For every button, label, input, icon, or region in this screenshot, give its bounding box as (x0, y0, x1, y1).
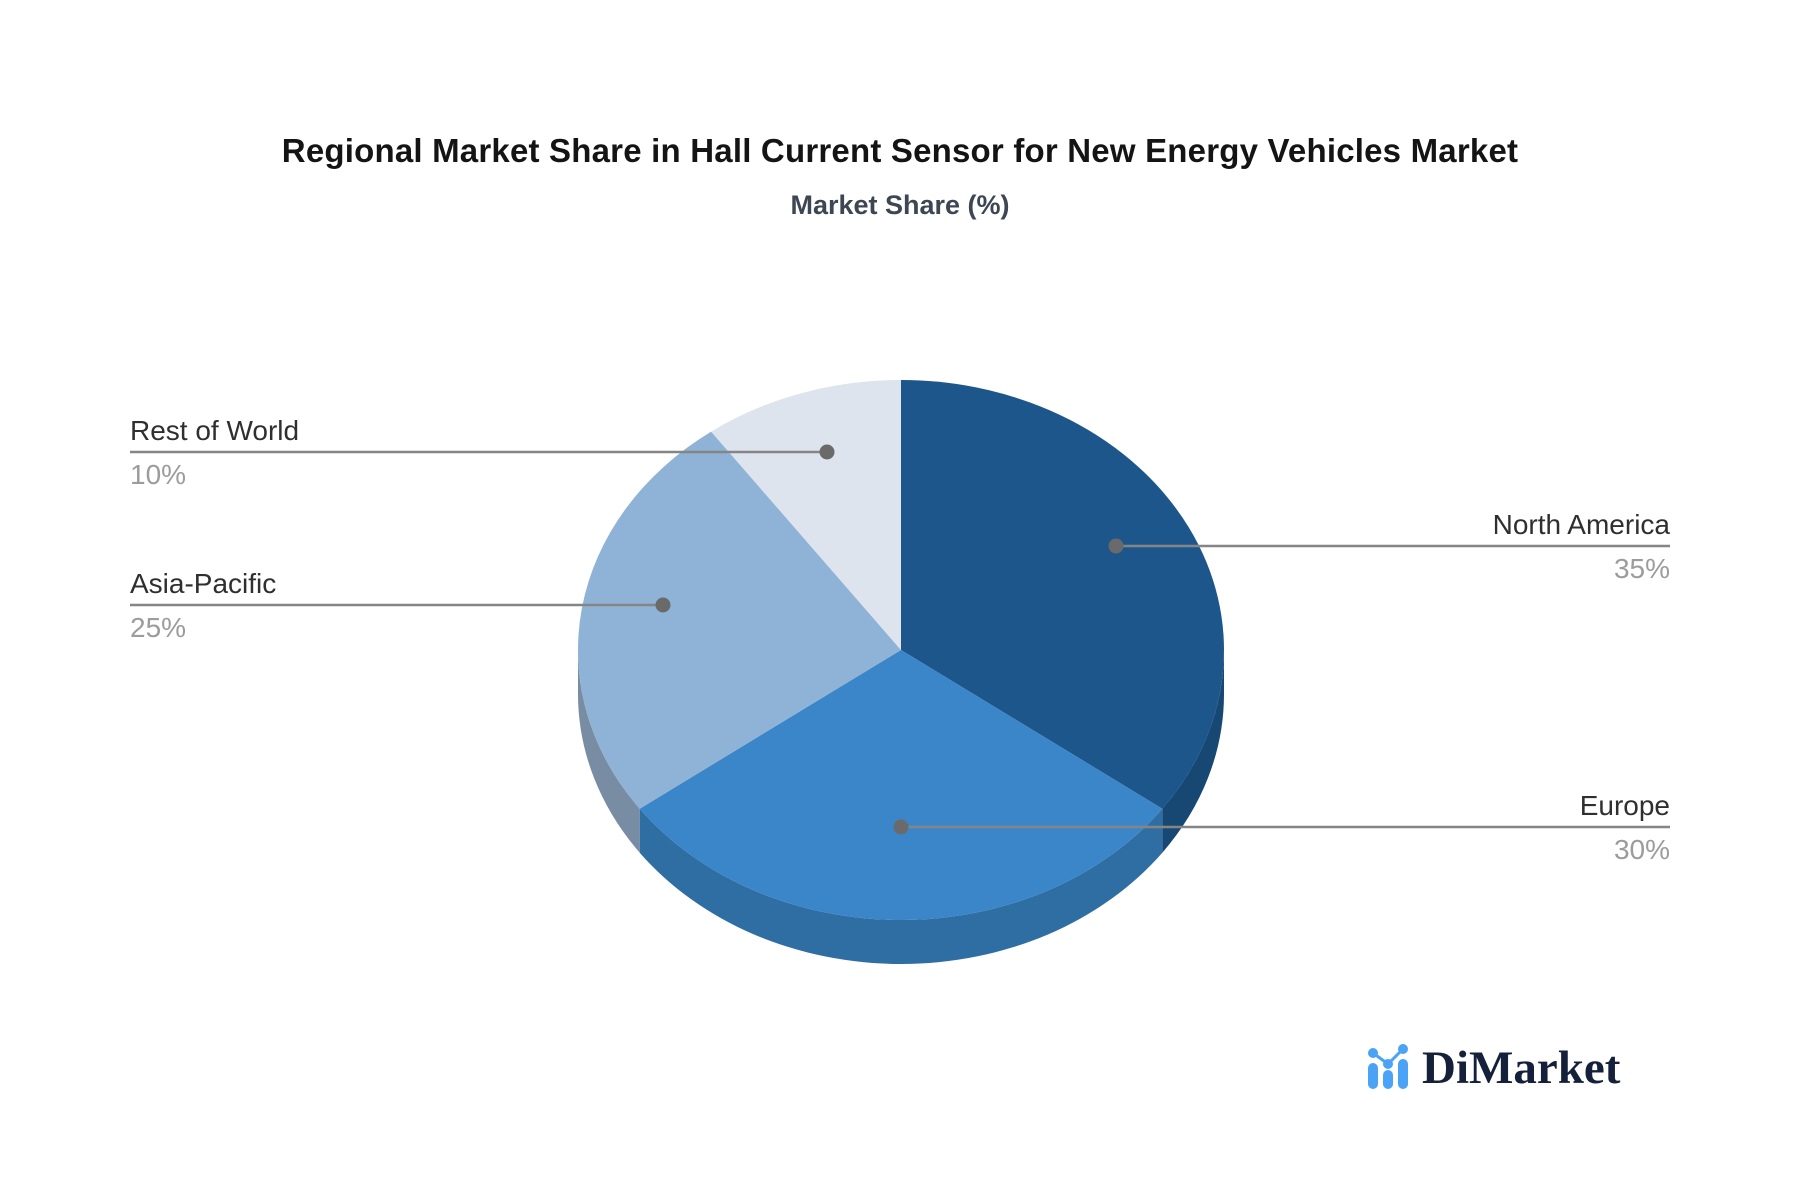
logo-bar-1 (1368, 1063, 1378, 1089)
pie-slice-rest-of-world (711, 380, 901, 650)
slice-value-rest-of-world: 10% (130, 459, 187, 490)
pie-slice-north-america (901, 380, 1224, 809)
pie-slice-wall-north-america (1162, 650, 1224, 853)
slice-value-asia-pacific: 25% (130, 612, 187, 643)
pie-slice-wall-asia-pacific (578, 650, 640, 853)
leader-dot-rest-of-world (819, 444, 835, 460)
slice-label-rest-of-world: Rest of World (130, 415, 300, 446)
chart-title: Regional Market Share in Hall Current Se… (281, 132, 1519, 169)
pie-slice-asia-pacific (578, 431, 901, 809)
leader-dot-north-america (1108, 538, 1124, 554)
logo-bar-2 (1383, 1070, 1393, 1089)
leader-dot-europe (893, 819, 909, 835)
slice-label-asia-pacific: Asia-Pacific (130, 568, 277, 599)
slice-value-europe: 30% (1613, 834, 1670, 865)
leader-dot-asia-pacific (655, 597, 671, 613)
slice-label-north-america: North America (1492, 509, 1670, 540)
pie-slice-europe (639, 650, 1163, 920)
logo-dot-1 (1368, 1048, 1378, 1058)
logo-bar-3 (1398, 1059, 1408, 1089)
logo-dot-2 (1383, 1059, 1393, 1069)
logo-dot-3 (1398, 1044, 1408, 1054)
chart-subtitle: Market Share (%) (790, 190, 1010, 220)
slice-value-north-america: 35% (1613, 553, 1670, 584)
pie-slice-wall-europe (639, 808, 1163, 964)
bar-chart-logo-icon (1368, 1044, 1408, 1089)
logo-text: DiMarket (1422, 1042, 1621, 1094)
slice-label-europe: Europe (1579, 790, 1670, 821)
dimarket-logo: DiMarket (1366, 1042, 1621, 1094)
